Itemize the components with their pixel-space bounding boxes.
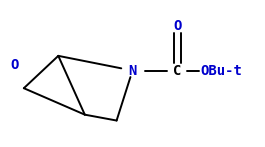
Text: OBu-t: OBu-t	[200, 64, 242, 78]
Text: N: N	[128, 64, 137, 78]
Text: O: O	[10, 58, 19, 72]
Text: O: O	[173, 19, 182, 34]
Text: C: C	[173, 64, 182, 78]
